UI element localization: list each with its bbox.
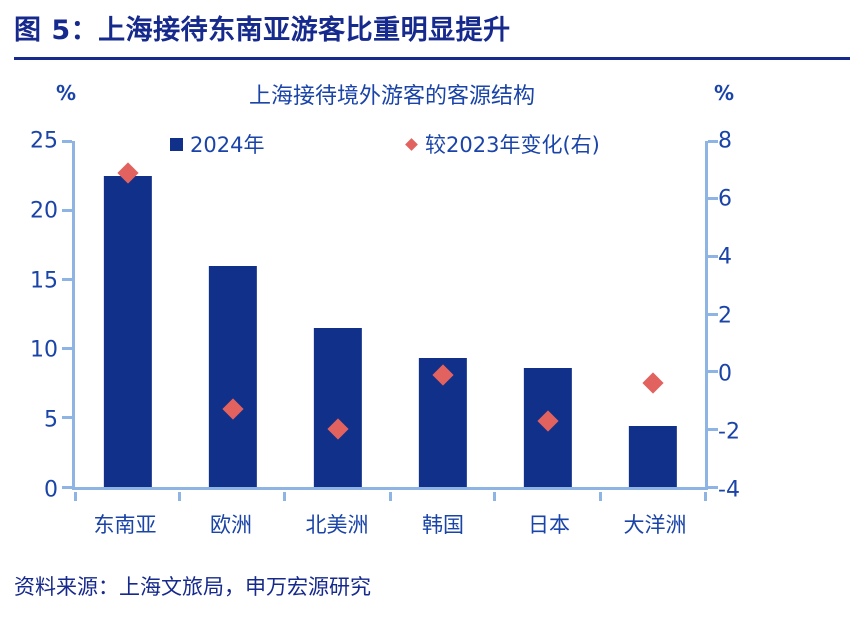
category-axis-tick-mark	[703, 492, 707, 501]
left-axis-tick-mark	[62, 347, 72, 351]
source-note: 资料来源：上海文旅局，申万宏源研究	[14, 575, 371, 599]
category-axis-tick-mark	[388, 492, 392, 501]
bar-大洋洲	[628, 426, 677, 487]
category-label-日本: 日本	[528, 513, 570, 537]
legend-label-2024: 2024年	[190, 133, 265, 157]
bar-北美洲	[313, 327, 362, 487]
category-axis-tick-mark	[598, 492, 602, 501]
left-axis-tick-label: 0	[44, 477, 58, 503]
category-axis-tick-mark	[493, 492, 497, 501]
diamond-大洋洲	[641, 372, 664, 394]
left-axis-tick-label: 20	[30, 198, 58, 224]
legend-label-change: 较2023年变化(右)	[425, 133, 600, 157]
right-axis-tick-label: -2	[718, 419, 740, 445]
left-axis-labels: 0 5 10 15 20 25	[0, 129, 58, 503]
right-axis-tick-label: -4	[718, 477, 740, 503]
left-axis-tick-label: 10	[30, 337, 58, 363]
category-label-北美洲: 北美洲	[305, 513, 369, 537]
category-axis-labels: 东南亚 欧洲 北美洲 韩国 日本 大洋洲	[72, 509, 708, 539]
right-axis-tick-label: 6	[718, 186, 732, 212]
category-axis-tick-mark	[178, 492, 182, 501]
category-axis-tick-mark	[283, 492, 287, 501]
left-axis-tick-mark	[62, 139, 72, 143]
bars-layer	[75, 141, 705, 487]
right-axis-labels: -4 -2 0 2 4 6 8	[718, 129, 782, 503]
right-axis-tick-label: 2	[718, 303, 732, 328]
left-axis-tick-label: 15	[30, 268, 58, 294]
right-axis-tick-label: 4	[718, 244, 732, 270]
plot-area	[62, 139, 718, 501]
right-axis-tick-mark	[708, 427, 718, 431]
left-axis-tick-mark	[62, 416, 72, 420]
right-axis-unit-label: %	[714, 81, 735, 105]
category-column-2	[180, 141, 285, 487]
category-column-3	[285, 141, 390, 487]
right-axis-tick-mark	[708, 485, 718, 489]
category-label-大洋洲: 大洋洲	[623, 513, 687, 537]
right-axis-tick-mark	[708, 197, 718, 201]
category-column-1	[75, 141, 180, 487]
legend-bar-swatch-icon	[170, 137, 183, 151]
left-axis-unit-label: %	[56, 81, 77, 105]
left-axis-tick-mark	[62, 277, 72, 281]
category-column-4	[390, 141, 495, 487]
right-axis-tick-mark	[708, 139, 718, 143]
right-axis-tick-mark	[708, 312, 718, 316]
legend-item-change: 较2023年变化(右)	[405, 129, 600, 159]
title-underline-rule	[14, 57, 850, 60]
category-label-韩国: 韩国	[422, 513, 464, 537]
left-axis-tick-label: 25	[30, 128, 58, 154]
category-label-东南亚: 东南亚	[93, 513, 157, 537]
left-axis-tick-mark	[62, 208, 72, 212]
figure-title: 图 5：上海接待东南亚游客比重明显提升	[14, 15, 511, 46]
left-axis-tick-mark	[62, 485, 72, 489]
right-axis-tick-mark	[708, 254, 718, 258]
right-axis-tick-label: 8	[718, 128, 732, 154]
bar-欧洲	[208, 265, 257, 487]
category-axis-tick-mark	[73, 492, 77, 501]
category-label-欧洲: 欧洲	[210, 513, 252, 537]
left-axis-tick-label: 5	[44, 407, 58, 433]
legend-item-2024: 2024年	[170, 129, 264, 159]
category-column-5	[495, 141, 600, 487]
category-column-6	[600, 141, 705, 487]
bar-东南亚	[103, 175, 152, 487]
right-axis-tick-label: 0	[718, 361, 732, 387]
right-axis-tick-mark	[708, 370, 718, 374]
chart-title: 上海接待境外游客的客源结构	[248, 84, 535, 109]
